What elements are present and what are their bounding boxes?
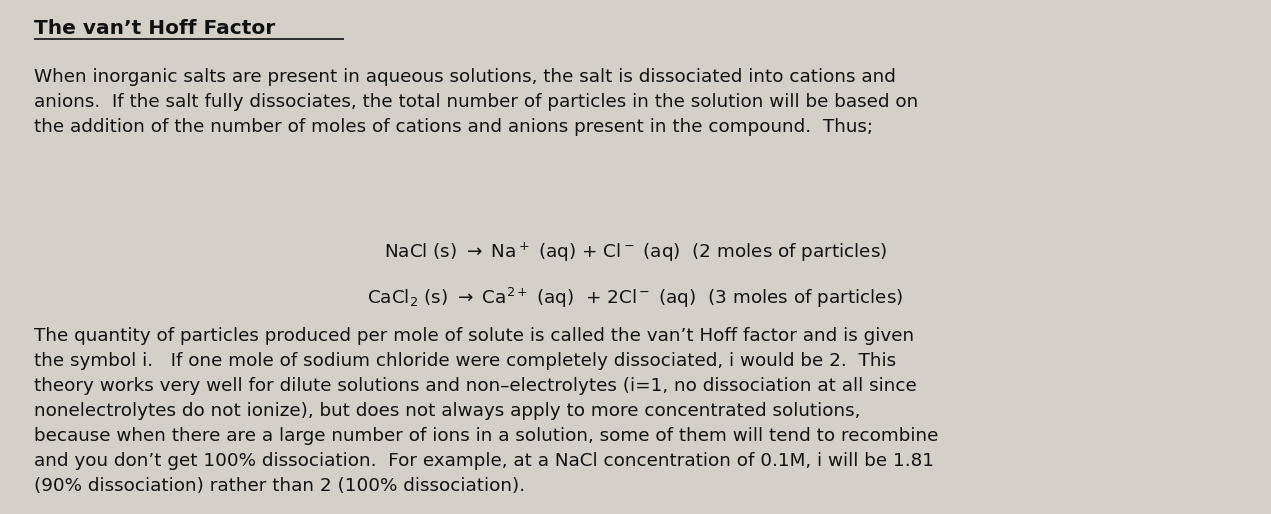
Text: NaCl (s) $\rightarrow$ Na$^+$ (aq) + Cl$^-$ (aq)  (2 moles of particles): NaCl (s) $\rightarrow$ Na$^+$ (aq) + Cl$…: [384, 241, 887, 264]
Text: CaCl$_2$ (s) $\rightarrow$ Ca$^{2+}$ (aq)  + 2Cl$^-$ (aq)  (3 moles of particles: CaCl$_2$ (s) $\rightarrow$ Ca$^{2+}$ (aq…: [367, 286, 904, 310]
Text: The quantity of particles produced per mole of solute is called the van’t Hoff f: The quantity of particles produced per m…: [34, 327, 939, 495]
Text: The van’t Hoff Factor: The van’t Hoff Factor: [34, 19, 276, 38]
Text: When inorganic salts are present in aqueous solutions, the salt is dissociated i: When inorganic salts are present in aque…: [34, 68, 919, 137]
